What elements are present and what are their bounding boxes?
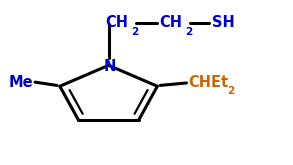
Text: CH: CH bbox=[106, 15, 129, 30]
Text: 2: 2 bbox=[131, 27, 139, 37]
Text: 2: 2 bbox=[227, 86, 235, 96]
Text: N: N bbox=[104, 59, 116, 74]
Text: Me: Me bbox=[9, 75, 33, 90]
Text: 2: 2 bbox=[185, 27, 193, 37]
Text: SH: SH bbox=[212, 15, 235, 30]
Text: CHEt: CHEt bbox=[188, 75, 228, 90]
Text: CH: CH bbox=[160, 15, 183, 30]
